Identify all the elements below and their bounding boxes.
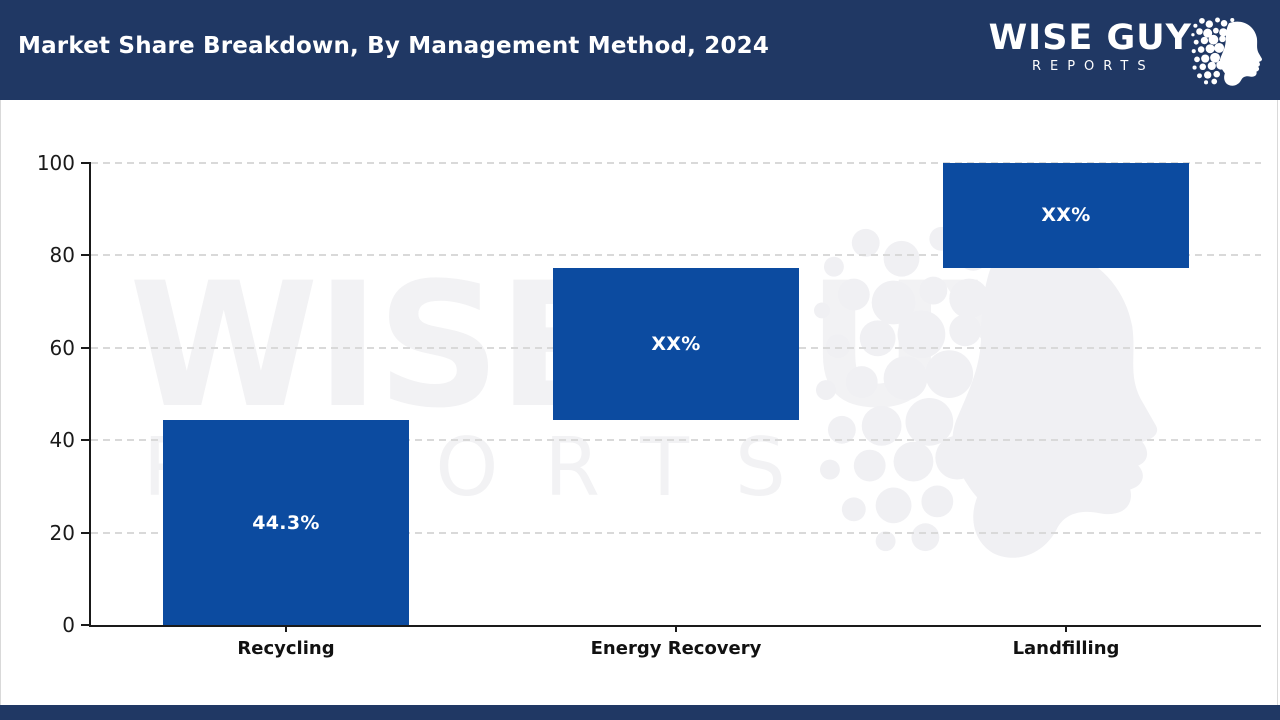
gridline — [91, 162, 1261, 164]
footer-band — [0, 705, 1280, 720]
gridline — [91, 439, 1261, 442]
plot-area: 44.3% Recycling XX% Energy Recovery XX% Landf… — [37, 151, 1261, 659]
bar-value-label: XX% — [651, 333, 701, 356]
y-tick-label: 40 — [49, 428, 75, 453]
y-tick-mark — [81, 254, 91, 257]
category-column: 44.3% Recycling — [91, 163, 481, 659]
y-tick-mark — [81, 346, 91, 349]
waterfall-bar: XX% — [553, 267, 799, 421]
y-tick-label: 20 — [49, 520, 75, 545]
category-column: XX% Energy Recovery — [481, 163, 871, 659]
category-column: XX% Landfilling — [871, 163, 1261, 659]
logo-sub-wordmark: REPORTS — [1031, 58, 1155, 74]
y-tick-label: 80 — [49, 243, 75, 268]
x-tick-mark — [675, 625, 677, 632]
logo-text: WISE GUY REPORTS — [989, 20, 1192, 74]
category-label: Recycling — [237, 638, 335, 659]
wise-guy-reports-logo: WISE GUY REPORTS — [989, 4, 1270, 96]
bar-columns: 44.3% Recycling XX% Energy Recovery XX% Landf… — [91, 163, 1261, 659]
bar-value-label: XX% — [1041, 204, 1091, 227]
bar-value-label: 44.3% — [252, 511, 320, 534]
y-tick-mark — [81, 531, 91, 534]
dotted-head-icon — [1191, 17, 1263, 86]
waterfall-bar: XX% — [943, 163, 1189, 268]
y-tick-label: 60 — [49, 335, 75, 360]
watermark-head-icon — [814, 226, 1158, 558]
header-band: Market Share Breakdown, By Management Me… — [0, 0, 1280, 100]
y-tick-label: 100 — [36, 151, 75, 175]
waterfall-bar: 44.3% — [163, 420, 409, 625]
category-label: Energy Recovery — [590, 638, 762, 659]
x-tick-mark — [285, 625, 287, 632]
y-tick-mark — [81, 162, 91, 164]
chart-panel: WISE GUY REPORTS 44.3%Recycli — [0, 100, 1278, 705]
y-tick-label: 0 — [62, 613, 75, 637]
logo-wordmark: WISE GUY — [988, 18, 1192, 58]
category-label: Landfilling — [1012, 638, 1120, 659]
y-tick-mark — [81, 439, 91, 442]
gridline — [91, 531, 1261, 534]
y-tick-mark — [81, 624, 91, 626]
page-title: Market Share Breakdown, By Management Me… — [18, 33, 770, 59]
x-tick-mark — [1065, 625, 1067, 632]
gridline — [91, 254, 1261, 257]
